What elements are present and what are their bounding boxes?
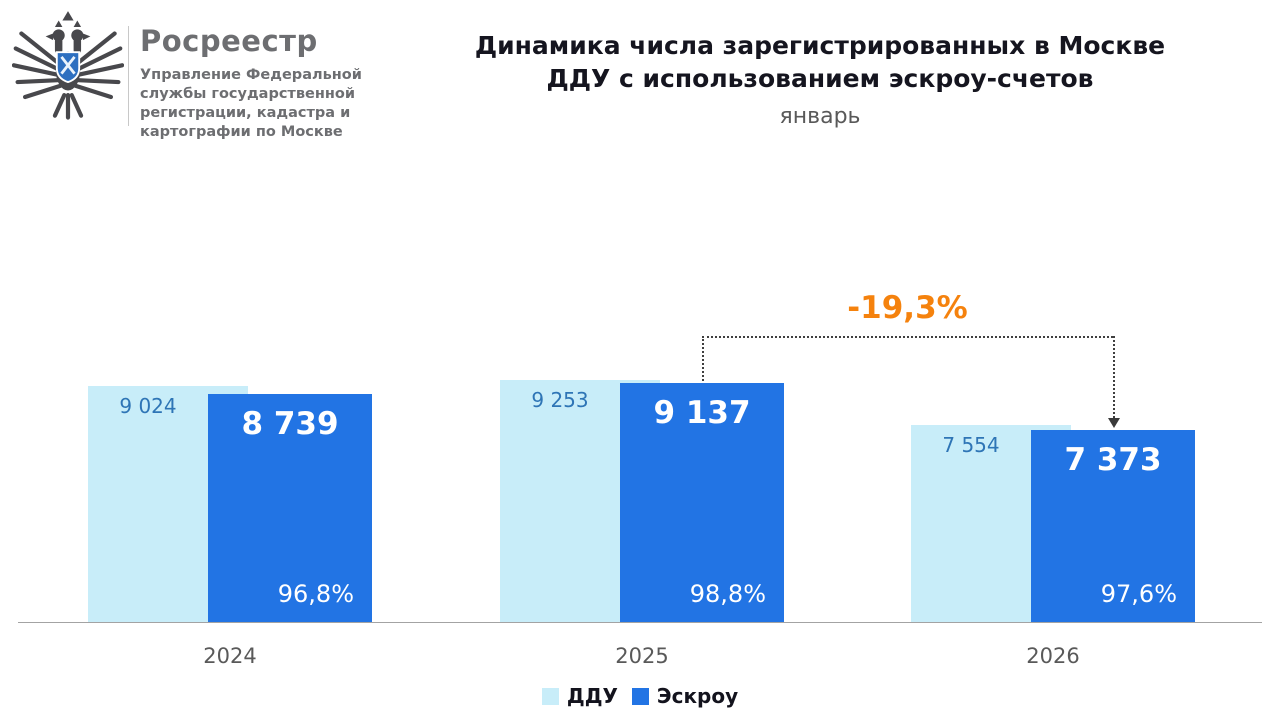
- chart-legend: ДДУ Эскроу: [0, 684, 1280, 708]
- ddu-value-label-2024: 9 024: [119, 394, 177, 418]
- ddu-value-label-2025: 9 253: [531, 388, 589, 412]
- chart-subtitle: январь: [779, 104, 861, 129]
- legend-item-escrow: Эскроу: [631, 684, 739, 708]
- rosreestr-eagle-icon: [11, 11, 125, 120]
- legend-swatch-escrow: [631, 687, 649, 705]
- bar-escrow-2026: [1031, 430, 1195, 622]
- org-block: Росреестр Управление Федеральной службы …: [140, 24, 400, 143]
- legend-item-ddu: ДДУ: [541, 684, 618, 708]
- annotation-label: -19,3%: [847, 290, 968, 326]
- chart-title-block: Динамика числа зарегистрированных в Моск…: [460, 30, 1180, 129]
- category-label-2026: 2026: [1026, 644, 1080, 668]
- org-description: Управление Федеральной службы государств…: [140, 67, 362, 141]
- annotation-hline: [702, 336, 1113, 338]
- annotation-arrowhead: [1108, 418, 1120, 428]
- bar-escrow-2024: [208, 394, 372, 622]
- category-label-2025: 2025: [615, 644, 669, 668]
- escrow-percent-label-2024: 96,8%: [277, 580, 354, 608]
- ddu-value-label-2026: 7 554: [942, 433, 1000, 457]
- escrow-percent-label-2026: 97,6%: [1100, 580, 1177, 608]
- escrow-value-label-2026: 7 373: [1064, 442, 1162, 478]
- category-label-2024: 2024: [203, 644, 257, 668]
- rosreestr-logo: [11, 6, 125, 132]
- escrow-value-label-2024: 8 739: [241, 406, 339, 442]
- bar-escrow-2025: [620, 383, 784, 622]
- x-axis-line: [18, 622, 1262, 623]
- org-name: Росреестр: [140, 24, 318, 58]
- chart-title-line2: ДДУ с использованием эскроу-счетов: [546, 63, 1094, 93]
- escrow-percent-label-2025: 98,8%: [689, 580, 766, 608]
- legend-label-ddu: ДДУ: [566, 684, 618, 708]
- escrow-value-label-2025: 9 137: [653, 395, 751, 431]
- annotation-vline-start: [702, 336, 704, 381]
- annotation-vline-end: [1113, 336, 1115, 418]
- logo-divider: [128, 26, 129, 126]
- legend-swatch-ddu: [541, 687, 559, 705]
- legend-label-escrow: Эскроу: [656, 684, 739, 708]
- chart-title-line1: Динамика числа зарегистрированных в Моск…: [474, 31, 1166, 60]
